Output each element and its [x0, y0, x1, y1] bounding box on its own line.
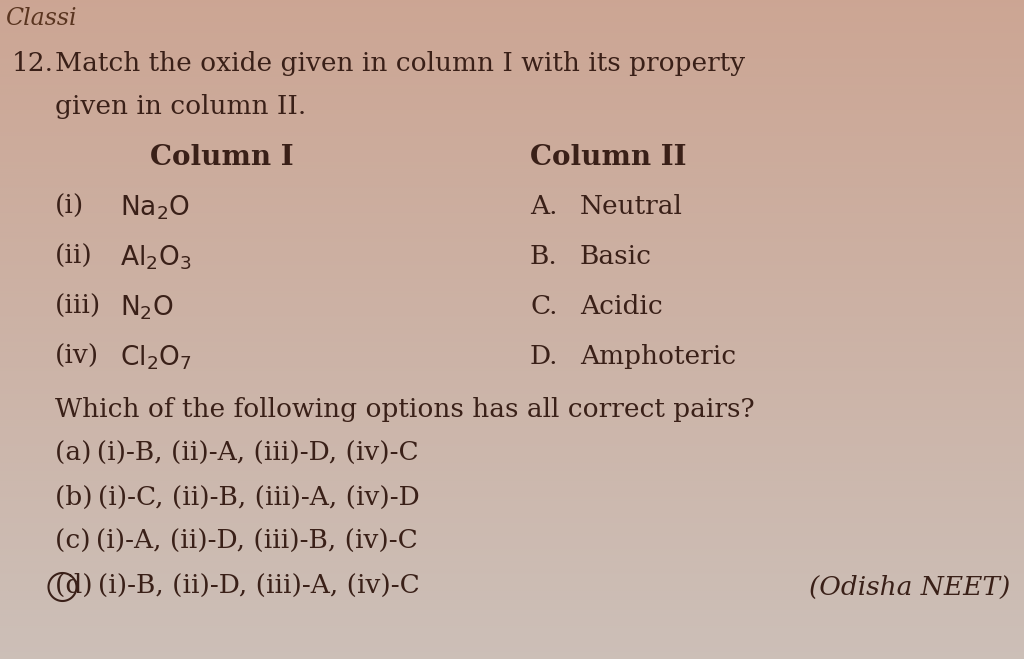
Text: Classi: Classi [5, 7, 77, 30]
Text: (c) (i)-A, (ii)-D, (iii)-B, (iv)-C: (c) (i)-A, (ii)-D, (iii)-B, (iv)-C [55, 529, 418, 554]
Text: Match the oxide given in column I with its property: Match the oxide given in column I with i… [55, 51, 745, 76]
Text: C.: C. [530, 294, 557, 319]
Text: (ii): (ii) [55, 244, 93, 269]
Text: (i): (i) [55, 194, 84, 219]
Text: Neutral: Neutral [580, 194, 683, 219]
Text: (iv): (iv) [55, 344, 99, 369]
Text: A.: A. [530, 194, 557, 219]
Text: (a) (i)-B, (ii)-A, (iii)-D, (iv)-C: (a) (i)-B, (ii)-A, (iii)-D, (iv)-C [55, 441, 419, 466]
Text: $\mathrm{N_2O}$: $\mathrm{N_2O}$ [120, 294, 174, 322]
Text: (d) (i)-B, (ii)-D, (iii)-A, (iv)-C: (d) (i)-B, (ii)-D, (iii)-A, (iv)-C [55, 573, 420, 598]
Text: B.: B. [530, 244, 558, 269]
Text: (Odisha NEET): (Odisha NEET) [809, 575, 1010, 600]
Text: 12.: 12. [12, 51, 54, 76]
Text: Which of the following options has all correct pairs?: Which of the following options has all c… [55, 397, 755, 422]
Text: $\mathrm{Cl_2O_7}$: $\mathrm{Cl_2O_7}$ [120, 344, 191, 372]
Text: Column II: Column II [530, 144, 686, 171]
Text: Amphoteric: Amphoteric [580, 344, 736, 369]
Text: Acidic: Acidic [580, 294, 663, 319]
Text: Basic: Basic [580, 244, 652, 269]
Text: D.: D. [530, 344, 558, 369]
Text: Column I: Column I [150, 144, 294, 171]
Text: (iii): (iii) [55, 294, 101, 319]
Text: (b) (i)-C, (ii)-B, (iii)-A, (iv)-D: (b) (i)-C, (ii)-B, (iii)-A, (iv)-D [55, 485, 420, 510]
Text: $\mathrm{Al_2O_3}$: $\mathrm{Al_2O_3}$ [120, 244, 191, 273]
Text: given in column II.: given in column II. [55, 94, 306, 119]
Text: $\mathrm{Na_2O}$: $\mathrm{Na_2O}$ [120, 194, 189, 223]
